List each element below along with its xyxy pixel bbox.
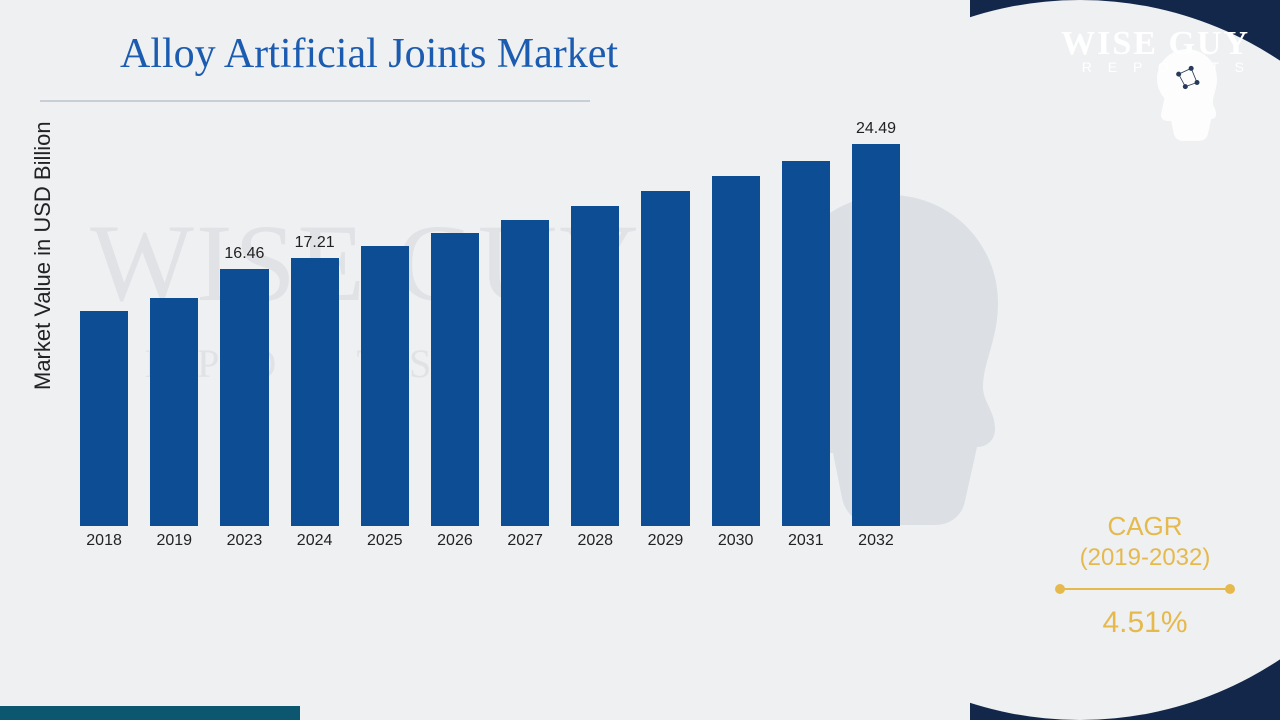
y-axis-label: Market Value in USD Billion — [30, 121, 56, 390]
cagr-divider — [1060, 588, 1230, 590]
bar-value-label: 24.49 — [852, 120, 900, 138]
x-axis-label: 2025 — [367, 532, 403, 550]
x-axis-label: 2032 — [858, 532, 894, 550]
bar-wrap: 2029 — [641, 191, 689, 550]
bar-wrap: 2018 — [80, 311, 128, 550]
bar-wrap: 24.492032 — [852, 144, 900, 550]
bar-value-label: 16.46 — [220, 245, 268, 263]
bar-wrap: 2027 — [501, 220, 549, 550]
bar — [641, 191, 689, 526]
x-axis-label: 2018 — [86, 532, 122, 550]
x-axis-label: 2031 — [788, 532, 824, 550]
bar-chart: 2018201916.46202317.21202420252026202720… — [80, 160, 900, 580]
bar — [291, 258, 339, 526]
cagr-period: (2019-2032) — [1060, 544, 1230, 572]
bar-wrap: 2026 — [431, 233, 479, 550]
bar-wrap: 2025 — [361, 246, 409, 550]
bar-wrap: 2030 — [712, 176, 760, 550]
bar — [501, 220, 549, 526]
bar-wrap: 2031 — [782, 161, 830, 551]
main-container: WISE GUY REPORTS WISE GUY R E P O R T S … — [0, 0, 1280, 720]
x-axis-label: 2024 — [297, 532, 333, 550]
cagr-value: 4.51% — [1060, 606, 1230, 640]
bar-wrap: 2019 — [150, 298, 198, 550]
brand-logo: WISE GUY R E P O R T S — [1061, 25, 1250, 75]
cagr-block: CAGR (2019-2032) 4.51% — [1060, 511, 1230, 640]
chart-title: Alloy Artificial Joints Market — [120, 30, 618, 78]
x-axis-label: 2026 — [437, 532, 473, 550]
bar-wrap: 16.462023 — [220, 269, 268, 550]
bar — [150, 298, 198, 526]
x-axis-label: 2029 — [648, 532, 684, 550]
bars-container: 2018201916.46202317.21202420252026202720… — [80, 160, 900, 550]
bar — [361, 246, 409, 526]
bar-wrap: 17.212024 — [291, 258, 339, 550]
title-underline — [40, 100, 590, 102]
cagr-label: CAGR — [1060, 511, 1230, 542]
bar — [712, 176, 760, 526]
bottom-accent-bar — [0, 706, 300, 720]
bar — [571, 206, 619, 526]
x-axis-label: 2030 — [718, 532, 754, 550]
logo-head-icon — [1142, 45, 1232, 145]
x-axis-label: 2027 — [507, 532, 543, 550]
bar-wrap: 2028 — [571, 206, 619, 550]
bar — [220, 269, 268, 526]
x-axis-label: 2028 — [577, 532, 613, 550]
bar — [431, 233, 479, 526]
bar — [80, 311, 128, 526]
bar — [782, 161, 830, 527]
x-axis-label: 2019 — [156, 532, 192, 550]
x-axis-label: 2023 — [227, 532, 263, 550]
bar — [852, 144, 900, 526]
bar-value-label: 17.21 — [291, 234, 339, 252]
